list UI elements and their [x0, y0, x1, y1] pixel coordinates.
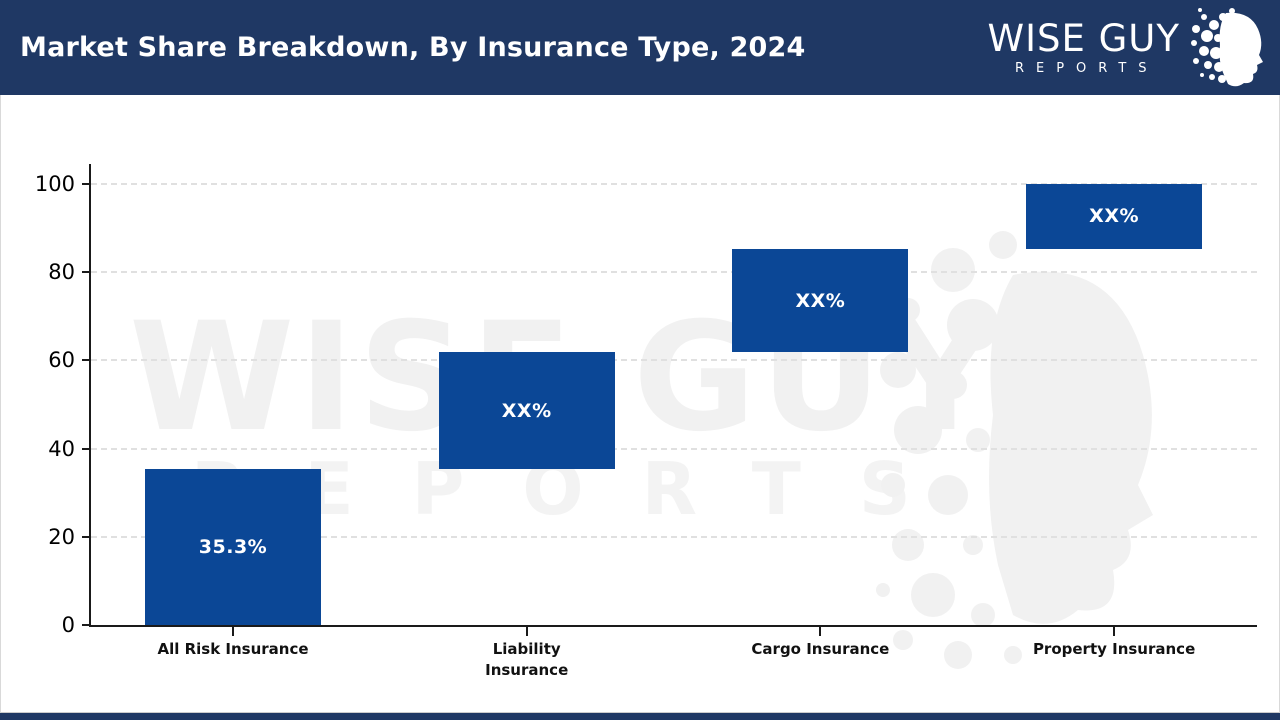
y-tick-mark: [82, 271, 91, 274]
y-tick-label: 20: [48, 524, 75, 549]
y-tick-mark: [82, 447, 91, 450]
y-tick-mark: [82, 183, 91, 185]
gridline-100: [91, 183, 1257, 185]
y-tick-label: 60: [48, 348, 75, 373]
brand-head-icon: [1191, 8, 1263, 87]
plot-area: 0 20 40 60 80 100 35.3% All Risk Insurance XX% Li…: [35, 164, 1257, 679]
chart-title: Market Share Breakdown, By Insurance Typ…: [20, 32, 806, 63]
x-tick-mark: [232, 627, 234, 636]
y-tick-mark: [82, 359, 91, 362]
y-tick-mark: [82, 535, 91, 538]
gridline-20: [91, 535, 1257, 538]
x-tick-mark: [525, 627, 528, 636]
brand-logo-text: WISE GUY REPORTS: [987, 17, 1180, 76]
gridline-40: [91, 447, 1257, 450]
y-tick-label: 80: [48, 260, 75, 285]
y-tick-label: 40: [48, 436, 75, 461]
bar-value-label: XX%: [1089, 205, 1140, 228]
gridline-60: [91, 359, 1257, 362]
x-tick-label: All Risk Insurance: [157, 640, 309, 658]
bar-value-label: XX%: [501, 399, 552, 422]
bar-1: 35.3%: [145, 469, 321, 625]
y-tick-label: 0: [61, 613, 75, 637]
brand-name: WISE GUY: [987, 17, 1180, 61]
gridline-80: [91, 271, 1257, 274]
brand-subname: REPORTS: [1014, 60, 1159, 76]
y-tick-mark: [82, 624, 91, 626]
footer-bar: [0, 713, 1280, 720]
bar-2: XX%: [438, 352, 615, 470]
bar-4: XX%: [1026, 184, 1203, 249]
x-tick-label: Property Insurance: [1032, 640, 1196, 658]
bar-value-label: XX%: [795, 289, 846, 312]
x-tick-label: Cargo Insurance: [751, 640, 890, 658]
x-tick-mark: [819, 627, 822, 636]
x-tick-label: Liability Insurance: [485, 640, 569, 679]
chart-card: WISE GUY REPORTS 0 20 40 60 80 100 35.3% All Ri…: [0, 95, 1280, 713]
brand-logo: WISE GUY REPORTS: [988, 4, 1266, 92]
bar-3: XX%: [732, 248, 909, 353]
bar-value-label: 35.3%: [198, 536, 268, 559]
header-bar: Market Share Breakdown, By Insurance Typ…: [0, 0, 1280, 95]
x-tick-mark: [1113, 627, 1116, 636]
y-tick-label: 100: [34, 172, 75, 196]
